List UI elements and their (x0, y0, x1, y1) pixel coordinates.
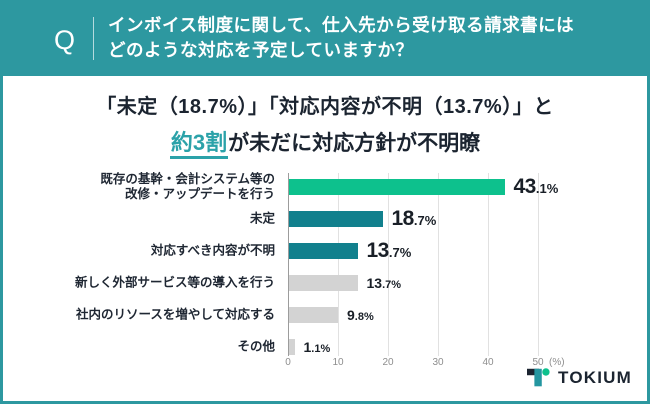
gridline (438, 173, 439, 356)
bar (289, 307, 338, 323)
headline: 「未定（18.7%）」「対応内容が不明（13.7%）」と 約3割が未だに対応方針… (3, 90, 647, 159)
gridline (338, 173, 339, 356)
value-label: 13.7% (366, 275, 402, 291)
x-tick-label: 0 (285, 357, 291, 368)
tokium-logo-text: TOKIUM (558, 368, 632, 387)
category-label: 社内のリソースを増やして対応する (75, 307, 275, 322)
question-text: インボイス制度に関して、仕入先から受け取る請求書には どのような対応を予定してい… (108, 13, 574, 63)
gridline (288, 173, 289, 356)
bar-row: 未定 18.7% (3, 203, 647, 235)
x-axis-unit: (%) (549, 357, 565, 368)
x-tick-label: 10 (332, 357, 344, 368)
bar (289, 275, 358, 291)
bar-row: 新しく外部サービス等の導入を行う 13.7% (3, 267, 647, 299)
headline-rest: が未だに対応方針が不明瞭 (228, 132, 481, 155)
question-header: Q インボイス制度に関して、仕入先から受け取る請求書には どのような対応を予定し… (3, 3, 647, 76)
headline-accent: 約3割 (169, 130, 229, 159)
category-label: 既存の基幹・会計システム等の 改修・アップデートを行う (100, 172, 275, 201)
value-label: 18.7% (391, 207, 437, 230)
value-label: 9.8% (347, 307, 374, 323)
gridline (388, 173, 389, 356)
x-tick-label: 20 (382, 357, 394, 368)
headline-line-2: 約3割が未だに対応方針が不明瞭 (3, 125, 647, 159)
value-label: 13.7% (366, 239, 412, 262)
category-label: 未定 (249, 211, 275, 226)
gridline (488, 173, 489, 356)
tokium-logo-icon (527, 368, 550, 387)
x-tick-label: 40 (482, 357, 494, 368)
question-q-icon: Q (54, 25, 76, 55)
x-tick-label: 30 (432, 357, 444, 368)
bar (289, 211, 383, 227)
value-label: 43.1% (513, 175, 559, 198)
bar (289, 243, 358, 259)
x-tick-label: 50 (532, 357, 544, 368)
header-divider (93, 17, 94, 60)
category-label: その他 (237, 339, 275, 354)
bar-row: その他 1.1% (3, 331, 647, 363)
bar-chart: 既存の基幹・会計システム等の 改修・アップデートを行う 43.1% 未定 18.… (3, 171, 647, 363)
value-label: 1.1% (303, 339, 331, 355)
gridline (538, 173, 539, 356)
bar (289, 179, 505, 195)
bar-row: 社内のリソースを増やして対応する 9.8% (3, 299, 647, 331)
bar-row: 対応すべき内容が不明 13.7% (3, 235, 647, 267)
question-line-2: どのような対応を予定していますか？ (108, 40, 414, 60)
category-label: 対応すべき内容が不明 (150, 243, 275, 258)
bar (289, 339, 295, 355)
headline-line-1: 「未定（18.7%）」「対応内容が不明（13.7%）」と (96, 96, 554, 118)
category-label: 新しく外部サービス等の導入を行う (74, 275, 275, 290)
question-line-1: インボイス制度に関して、仕入先から受け取る請求書には (108, 15, 575, 35)
tokium-logo: TOKIUM (527, 366, 632, 390)
bar-row: 既存の基幹・会計システム等の 改修・アップデートを行う 43.1% (3, 171, 647, 203)
